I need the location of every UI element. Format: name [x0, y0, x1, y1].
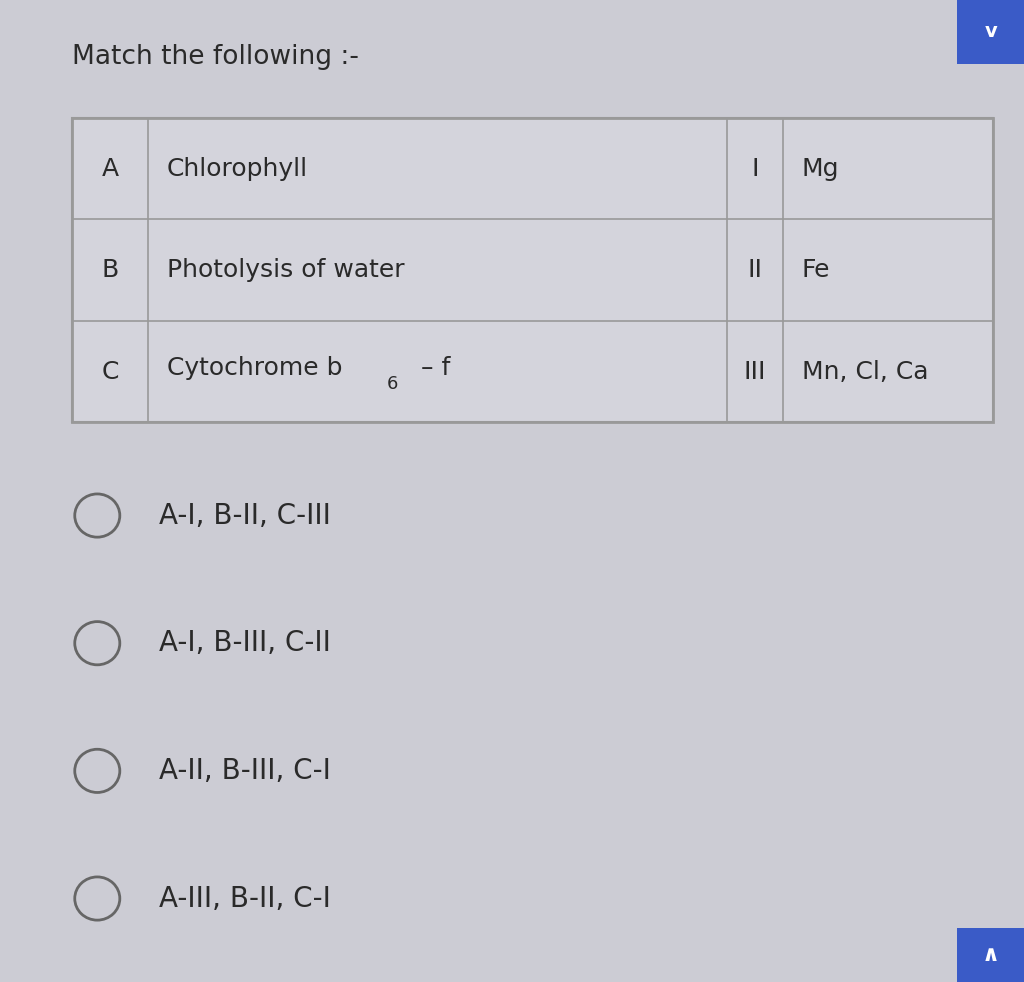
Text: A-II, B-III, C-I: A-II, B-III, C-I [159, 757, 331, 785]
Text: Fe: Fe [802, 258, 830, 282]
Text: – f: – f [413, 355, 450, 380]
Text: ∧: ∧ [982, 946, 999, 965]
Text: A-I, B-III, C-II: A-I, B-III, C-II [159, 629, 331, 657]
Text: Mg: Mg [802, 156, 840, 181]
Text: Chlorophyll: Chlorophyll [167, 156, 308, 181]
Text: II: II [748, 258, 763, 282]
Text: 6: 6 [387, 375, 398, 393]
Text: Match the following :-: Match the following :- [72, 44, 358, 70]
Text: Photolysis of water: Photolysis of water [167, 258, 404, 282]
Text: I: I [752, 156, 759, 181]
Text: B: B [101, 258, 119, 282]
Text: III: III [744, 359, 766, 384]
Text: Mn, Cl, Ca: Mn, Cl, Ca [802, 359, 929, 384]
Text: A: A [101, 156, 119, 181]
FancyBboxPatch shape [72, 118, 993, 422]
Text: Cytochrome b: Cytochrome b [167, 355, 342, 380]
FancyBboxPatch shape [957, 928, 1024, 982]
Text: v: v [984, 23, 997, 41]
FancyBboxPatch shape [957, 0, 1024, 64]
Text: A-III, B-II, C-I: A-III, B-II, C-I [159, 885, 331, 912]
Text: A-I, B-II, C-III: A-I, B-II, C-III [159, 502, 331, 529]
Text: C: C [101, 359, 119, 384]
